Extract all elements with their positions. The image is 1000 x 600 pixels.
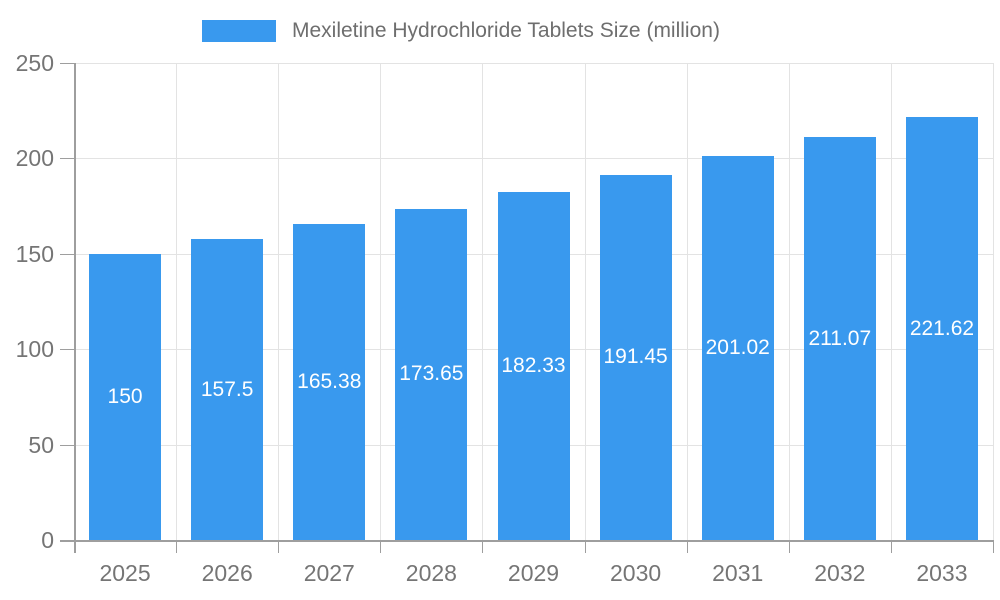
y-axis-tick (60, 158, 74, 160)
gridline-vertical (278, 63, 280, 540)
bar[interactable] (701, 156, 774, 540)
bar[interactable] (89, 253, 162, 540)
bar-value-label: 211.07 (808, 326, 872, 350)
legend-swatch (202, 20, 276, 42)
x-axis-label: 2028 (405, 560, 457, 586)
x-axis-tick (788, 540, 790, 553)
y-axis-label: 250 (15, 50, 54, 76)
bar-value-label: 173.65 (399, 362, 464, 386)
bar[interactable] (293, 224, 366, 540)
gridline-vertical (788, 63, 790, 540)
y-axis-tick (60, 253, 74, 255)
gridline-horizontal (74, 158, 993, 160)
legend-label: Mexiletine Hydrochloride Tablets Size (m… (292, 19, 720, 42)
bar[interactable] (803, 137, 876, 540)
x-axis-tick (278, 540, 280, 553)
y-axis-label: 100 (15, 336, 54, 363)
x-axis-tick (993, 540, 994, 553)
x-axis-line (60, 540, 993, 542)
gridline-vertical (482, 63, 484, 540)
bar[interactable] (905, 117, 978, 540)
bar-value-label: 201.02 (705, 336, 770, 360)
x-axis-tick (890, 540, 892, 553)
gridline-vertical (380, 63, 382, 540)
legend[interactable]: Mexiletine Hydrochloride Tablets Size (m… (202, 20, 720, 42)
bar-value-label: 157.5 (200, 377, 254, 401)
gridline-vertical (584, 63, 586, 540)
gridline-vertical (890, 63, 892, 540)
gridline-vertical (176, 63, 178, 540)
bar[interactable] (599, 174, 672, 540)
bar-value-label: 191.45 (603, 345, 668, 369)
y-axis-tick (60, 63, 74, 64)
x-axis-label: 2033 (916, 560, 968, 586)
bar-value-label: 221.62 (909, 316, 975, 340)
gridline-horizontal (74, 63, 993, 64)
x-axis-label: 2031 (712, 560, 764, 586)
x-axis-tick (482, 540, 484, 553)
x-axis-label: 2025 (99, 560, 151, 586)
bar-value-label: 165.38 (297, 370, 362, 394)
y-axis-tick (60, 444, 74, 446)
y-axis-label: 0 (41, 527, 54, 553)
x-axis-label: 2030 (610, 560, 662, 586)
x-axis-label: 2032 (814, 560, 866, 586)
y-axis-label: 150 (15, 240, 54, 267)
gridline-vertical (686, 63, 688, 540)
y-axis-line (74, 63, 76, 553)
y-axis-label: 50 (28, 431, 54, 458)
x-axis-tick (686, 540, 688, 553)
bar-value-label: 182.33 (501, 354, 566, 378)
y-axis-label: 200 (15, 145, 54, 172)
x-axis-tick (584, 540, 586, 553)
x-axis-tick (380, 540, 382, 553)
bar-value-label: 150 (107, 384, 143, 408)
x-axis-label: 2029 (507, 560, 560, 586)
x-axis-label: 2027 (303, 560, 355, 586)
x-axis-label: 2026 (201, 560, 253, 586)
x-axis-tick (176, 540, 178, 553)
gridline-vertical (993, 63, 994, 540)
bar[interactable] (497, 192, 570, 540)
bar[interactable] (395, 208, 468, 540)
bar[interactable] (191, 239, 264, 540)
y-axis-tick (60, 349, 74, 351)
